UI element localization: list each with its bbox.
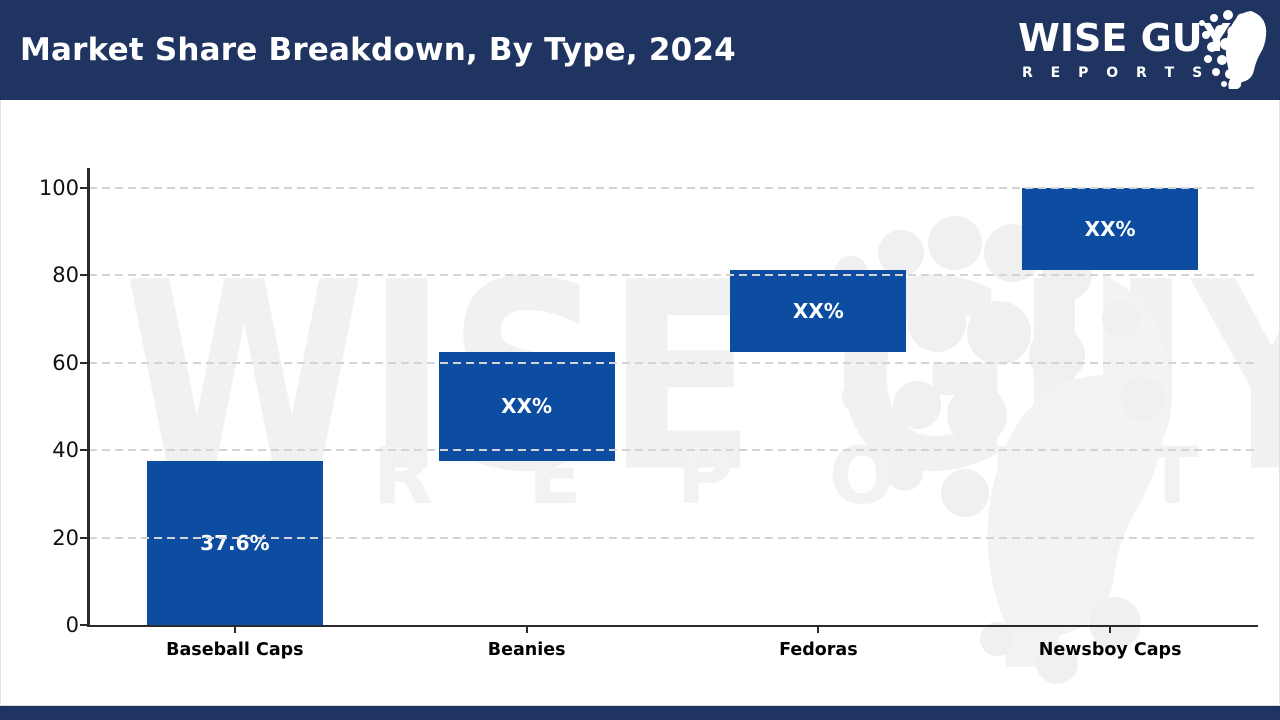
y-tick-label-0: 0 — [19, 613, 79, 637]
x-axis-label-newsboy-caps-text: Newsboy Caps — [1038, 640, 1182, 660]
logo-wordmark: WISE GUY — [1018, 16, 1231, 60]
y-tick-100 — [80, 186, 87, 189]
y-tick-20 — [80, 536, 87, 539]
x-axis-label-newsboy-caps: Newsboy Caps — [980, 640, 1240, 660]
bar-fedoras: XX% — [730, 269, 907, 353]
y-tick-40 — [80, 449, 87, 451]
header-bar: Market Share Breakdown, By Type, 2024 WI… — [0, 0, 1280, 100]
gridline-60 — [89, 361, 1256, 364]
gridline-40 — [89, 449, 1256, 451]
x-axis-label-beanies-text: Beanies — [487, 640, 566, 660]
bar-newsboy-caps: XX% — [1022, 187, 1199, 270]
bar-newsboy-caps-text: XX% — [1084, 216, 1136, 241]
wiseguy-logo: WISE GUY R E P O R T S — [1018, 10, 1267, 89]
y-tick-80 — [80, 274, 87, 276]
y-tick-0 — [80, 624, 87, 626]
gridline-80 — [89, 274, 1256, 276]
y-tick-label-80-text: 80 — [52, 263, 79, 287]
y-tick-label-100-text: 100 — [38, 175, 79, 200]
bar-baseball-caps-text: 37.6% — [200, 530, 270, 555]
bar-baseball-caps: 37.6% — [146, 460, 323, 625]
x-axis-label-baseball-caps-text: Baseball Caps — [166, 640, 304, 660]
y-tick-label-0-text: 0 — [65, 613, 79, 637]
x-tick-baseball-caps — [233, 627, 236, 633]
page-title: Market Share Breakdown, By Type, 2024 — [20, 32, 736, 68]
x-axis-label-beanies: Beanies — [397, 640, 657, 660]
gridline-20 — [89, 536, 1256, 539]
y-tick-label-80: 80 — [19, 263, 79, 287]
chart-area: WISE GUY R E P O R T S 02040608010037.6%… — [0, 100, 1280, 706]
y-tick-label-20-text: 20 — [52, 525, 79, 550]
bar-beanies-text: XX% — [501, 394, 553, 419]
y-tick-label-40: 40 — [19, 438, 79, 462]
logo-subtext: R E P O R T S — [1022, 65, 1209, 81]
y-tick-label-20: 20 — [19, 526, 79, 550]
bar-beanies: XX% — [438, 352, 615, 461]
bottom-divider — [1, 705, 1279, 706]
face-profile-icon — [1225, 11, 1267, 89]
x-tick-fedoras — [817, 627, 820, 633]
x-tick-beanies — [525, 627, 528, 633]
y-axis — [87, 168, 90, 627]
x-axis-label-fedoras-text: Fedoras — [779, 640, 858, 660]
x-tick-newsboy-caps — [1109, 627, 1112, 633]
bar-fedoras-text: XX% — [792, 299, 844, 324]
y-tick-label-100: 100 — [19, 176, 79, 200]
x-axis-label-fedoras: Fedoras — [688, 640, 948, 660]
x-axis — [87, 624, 1258, 627]
y-tick-label-60: 60 — [19, 351, 79, 375]
gridline-100 — [89, 186, 1256, 189]
y-tick-label-60-text: 60 — [52, 350, 79, 375]
x-axis-label-baseball-caps: Baseball Caps — [105, 640, 365, 660]
y-tick-60 — [80, 361, 87, 364]
y-tick-label-40-text: 40 — [52, 438, 79, 462]
footer-bar — [0, 706, 1280, 720]
